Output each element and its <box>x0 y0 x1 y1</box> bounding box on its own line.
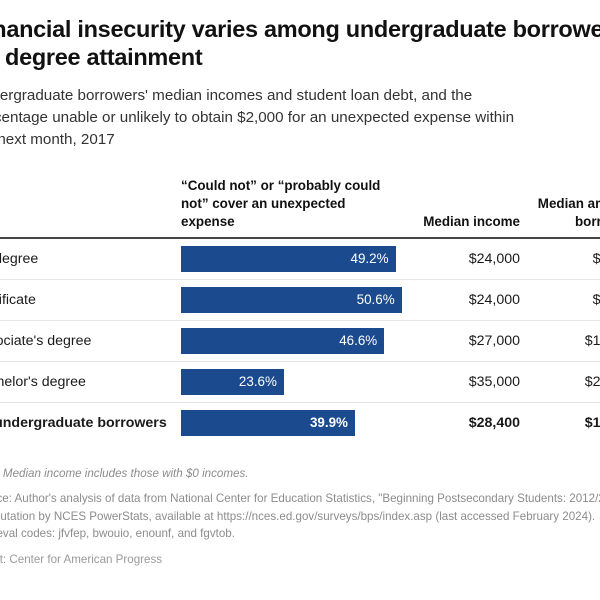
row-bar-cell: 50.6% <box>181 280 402 321</box>
table-row: Certificate 50.6% $24,000 $9,500 <box>0 280 600 321</box>
row-median-income: $27,000 <box>468 333 520 350</box>
page-subtitle: Undergraduate borrowers' median incomes … <box>0 86 515 148</box>
bar-value-label: 50.6% <box>356 292 395 308</box>
bar: 46.6% <box>181 328 385 355</box>
row-bar-cell: 49.2% <box>181 238 402 280</box>
bar: 49.2% <box>181 246 396 273</box>
table-row: No degree 49.2% $24,000 $9,000 <box>0 238 600 280</box>
bar-track: 49.2% <box>181 246 402 273</box>
table-row: All undergraduate borrowers 39.9% $28,400 $… <box>0 403 600 444</box>
row-median-income: $35,000 <box>468 374 520 391</box>
bar-value-label: 46.6% <box>339 333 378 349</box>
bar-value-label: 23.6% <box>238 374 277 390</box>
column-header-median-income: Median income <box>423 213 520 229</box>
bar: 23.6% <box>181 369 284 396</box>
page-title: Financial insecurity varies among underg… <box>0 16 600 70</box>
row-label: Bachelor's degree <box>0 373 86 390</box>
row-median-amount-borrowed: $9,000 <box>592 251 600 268</box>
row-bar-cell: 46.6% <box>181 321 402 362</box>
row-bar-cell: 39.9% <box>181 403 402 444</box>
row-median-income: $28,400 <box>468 415 520 432</box>
bar-value-label: 49.2% <box>350 251 389 267</box>
row-median-income: $24,000 <box>468 292 520 309</box>
table-row: Associate's degree 46.6% $27,000 $15,000 <box>0 321 600 362</box>
row-median-amount-borrowed: $25,000 <box>584 374 600 391</box>
data-table: “Could not” or “probably could not” cove… <box>0 177 600 443</box>
bar-track: 39.9% <box>181 410 402 437</box>
bar: 50.6% <box>181 287 402 314</box>
bar-track: 50.6% <box>181 287 402 314</box>
note-median-income: Note: Median income includes those with … <box>0 467 249 481</box>
row-bar-cell: 23.6% <box>181 362 402 403</box>
row-median-amount-borrowed: $15,000 <box>584 333 600 350</box>
table-header-row: “Could not” or “probably could not” cove… <box>0 177 600 239</box>
row-median-amount-borrowed: $13,000 <box>584 415 600 432</box>
note-source: Source: Author's analysis of data from N… <box>0 492 600 541</box>
row-label: No degree <box>0 250 39 267</box>
row-median-income: $24,000 <box>468 251 520 268</box>
row-median-amount-borrowed: $9,500 <box>592 292 600 309</box>
table-body: No degree 49.2% $24,000 $9,000 Certificate 50… <box>0 238 600 443</box>
table-header: “Could not” or “probably could not” cove… <box>0 177 600 239</box>
bar-track: 46.6% <box>181 328 402 355</box>
column-header-unexpected-expense: “Could not” or “probably could not” cove… <box>181 178 381 229</box>
bar: 39.9% <box>181 410 355 437</box>
row-label: All undergraduate borrowers <box>0 414 167 431</box>
bar-track: 23.6% <box>181 369 402 396</box>
column-header-category <box>0 177 181 238</box>
notes-block: Note: Median income includes those with … <box>0 465 600 568</box>
credit-line: Credit: Center for American Progress <box>0 552 163 566</box>
bar-value-label: 39.9% <box>309 415 348 431</box>
row-label: Certificate <box>0 291 36 308</box>
table-row: Bachelor's degree 23.6% $35,000 $25,000 <box>0 362 600 403</box>
row-label: Associate's degree <box>0 332 92 349</box>
